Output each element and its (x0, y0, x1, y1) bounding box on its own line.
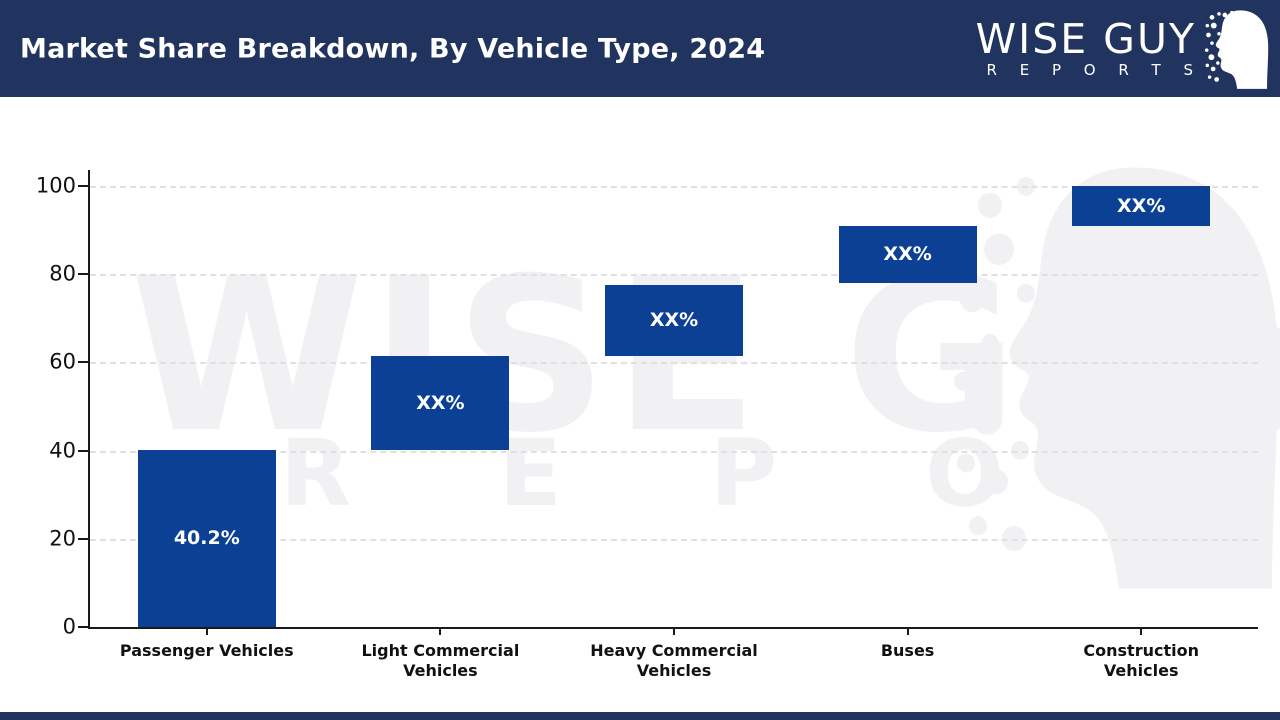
y-tick-label-0: 0 (62, 614, 76, 639)
x-category-label-2: Heavy Commercial Vehicles (590, 641, 758, 680)
y-tick-mark-60 (78, 361, 88, 364)
bar-buses: XX% (838, 225, 977, 283)
y-tick-mark-0 (78, 626, 88, 628)
y-tick-mark-40 (78, 449, 88, 452)
y-tick-mark-80 (78, 273, 88, 276)
x-tick-mark-4 (1140, 627, 1143, 635)
y-tick-label-80: 80 (49, 261, 76, 286)
bar-value-label: XX% (649, 309, 699, 332)
plot-area: WISE GUY R E P O R T S 02040608010040.2%… (36, 167, 1280, 680)
x-tick-mark-3 (906, 627, 909, 635)
watermark-wiseguy-text: WISE GUY (130, 232, 1280, 479)
wise-guy-logo: WISE GUY R E P O R T S (976, 6, 1272, 92)
x-category-label-3: Buses (880, 641, 935, 660)
bar-value-label: XX% (1117, 194, 1166, 217)
logo-text: WISE GUY R E P O R T S (975, 15, 1196, 80)
footer-bar (0, 712, 1280, 720)
x-tick-mark-2 (673, 627, 675, 635)
bar-value-label: XX% (416, 391, 465, 414)
y-tick-label-40: 40 (49, 438, 76, 463)
y-tick-label-60: 60 (49, 349, 76, 374)
bar-construction-vehicles: XX% (1072, 185, 1211, 226)
x-category-label-1: Light Commercial Vehicles (361, 641, 520, 680)
bar-value-label: 40.2% (173, 527, 240, 550)
y-tick-mark-100 (78, 184, 88, 187)
y-tick-label-100: 100 (35, 173, 76, 198)
gridline-40 (90, 450, 1258, 453)
x-tick-mark-0 (205, 627, 208, 635)
bar-value-label: XX% (883, 243, 932, 266)
bar-passenger-vehicles: 40.2% (137, 449, 276, 627)
bar-heavy-commercial-vehicles: XX% (605, 285, 743, 356)
gridline-20 (90, 538, 1258, 541)
x-tick-mark-1 (439, 627, 442, 635)
gridline-80 (90, 274, 1258, 277)
gridline-100 (90, 185, 1258, 188)
y-tick-label-20: 20 (49, 526, 76, 551)
bar-light-commercial-vehicles: XX% (371, 355, 510, 450)
logo-wiseguy-text: WISE GUY (975, 15, 1196, 63)
gridline-60 (90, 362, 1258, 365)
chart-title: Market Share Breakdown, By Vehicle Type,… (20, 33, 766, 64)
logo-reports-text: R E P O R T S (986, 61, 1202, 79)
x-category-label-0: Passenger Vehicles (119, 641, 294, 660)
x-category-label-4: Construction Vehicles (1083, 641, 1199, 680)
header: Market Share Breakdown, By Vehicle Type,… (0, 0, 1280, 97)
head-profile-icon (1204, 10, 1269, 89)
y-tick-mark-20 (78, 537, 88, 540)
